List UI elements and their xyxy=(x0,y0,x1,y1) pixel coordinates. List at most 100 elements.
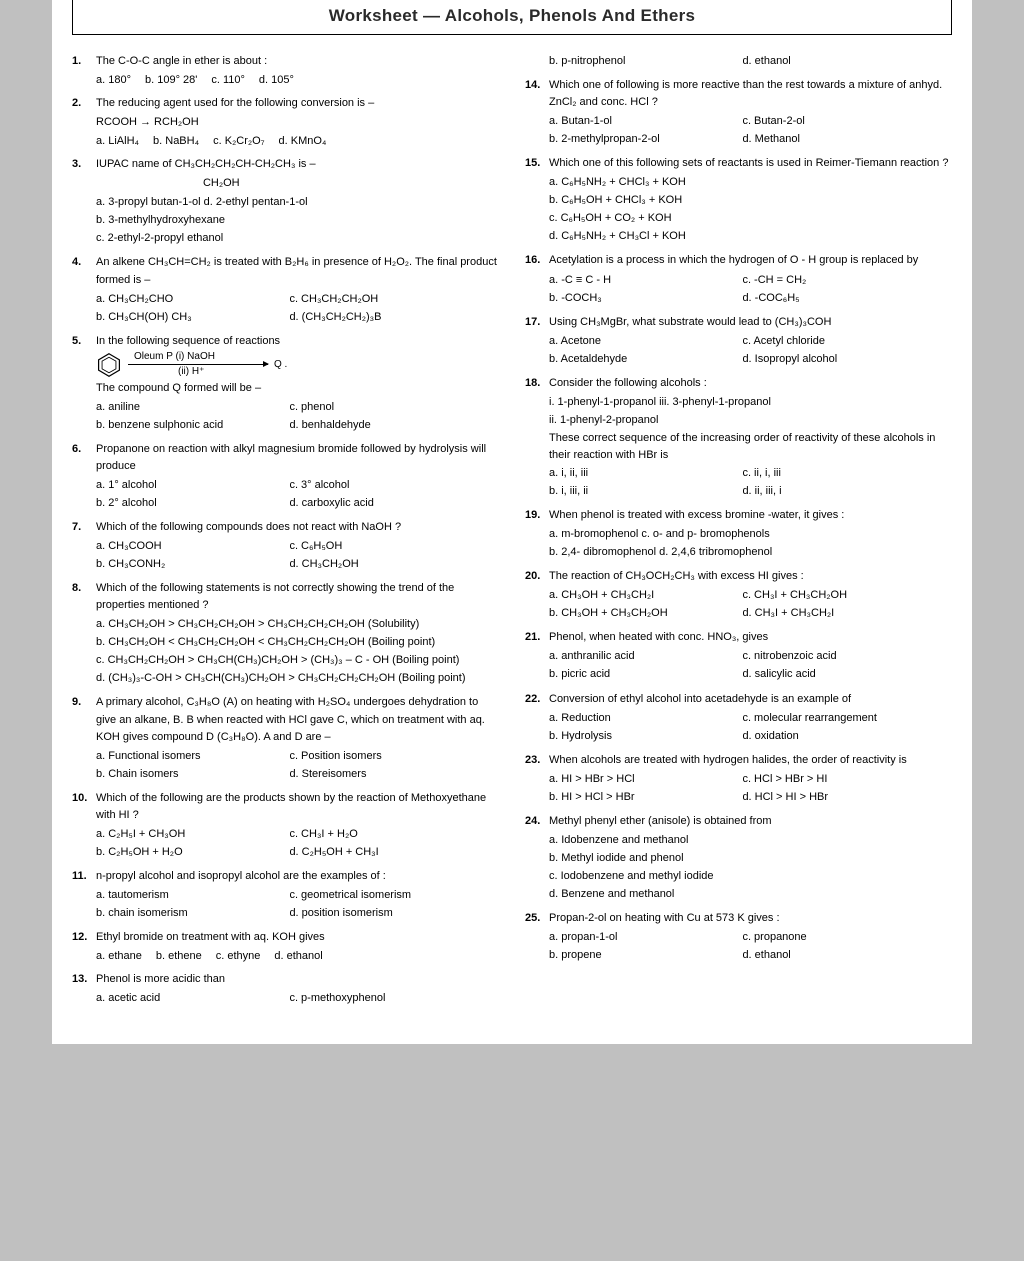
option: b. HI > HCl > HBr xyxy=(549,789,742,806)
option-row: b. chain isomerismd. position isomerism xyxy=(96,905,499,923)
option: a. CH₃CH₂OH > CH₃CH₂CH₂OH > CH₃CH₂CH₂CH₂… xyxy=(96,616,499,633)
question-body: The C-O-C angle in ether is about :a. 18… xyxy=(96,53,499,89)
right-column: b. p-nitrophenold. ethanol14.Which one o… xyxy=(525,53,952,1014)
question-stem: A primary alcohol, C₃H₈O (A) on heating … xyxy=(96,694,499,745)
option: d. oxidation xyxy=(742,728,935,745)
question-number: 10. xyxy=(72,790,96,862)
arrow-top-label: Oleum P (i) NaOH xyxy=(134,351,215,362)
option: d. 105° xyxy=(259,72,294,89)
question-stem: Which one of following is more reactive … xyxy=(549,77,952,111)
title-container: Worksheet — Alcohols, Phenols And Ethers xyxy=(72,0,952,35)
question: 1.The C-O-C angle in ether is about :a. … xyxy=(72,53,499,89)
option: c. nitrobenzoic acid xyxy=(742,648,935,665)
question: b. p-nitrophenold. ethanol xyxy=(525,53,952,71)
option: c. ethyne xyxy=(216,948,261,965)
question-body: Which of the following compounds does no… xyxy=(96,519,499,574)
question-number: 16. xyxy=(525,252,549,307)
option: a. Acetone xyxy=(549,333,742,350)
option: c. C₆H₅OH xyxy=(289,538,482,555)
question-stem: In the following sequence of reactions xyxy=(96,333,499,350)
columns: 1.The C-O-C angle in ether is about :a. … xyxy=(72,53,952,1014)
option: c. C₆H₅OH + CO₂ + KOH xyxy=(549,210,952,227)
option-row: a. Reductionc. molecular rearrangement xyxy=(549,710,952,728)
option: b. i, iii, ii xyxy=(549,483,742,500)
question-stem: IUPAC name of CH₃CH₂CH₂CH-CH₂CH₃ is – xyxy=(96,156,499,173)
option: a. acetic acid xyxy=(96,990,289,1007)
option-row: a. 180°b. 109° 28'c. 110°d. 105° xyxy=(96,72,499,89)
question-number: 21. xyxy=(525,629,549,684)
question: 6.Propanone on reaction with alkyl magne… xyxy=(72,441,499,513)
option: d. HCl > HI > HBr xyxy=(742,789,935,806)
option: a. LiAlH₄ xyxy=(96,133,139,150)
question-body: Which one of this following sets of reac… xyxy=(549,155,952,246)
option: d. Stereisomers xyxy=(289,766,482,783)
option: b. benzene sulphonic acid xyxy=(96,417,289,434)
question-number: 6. xyxy=(72,441,96,513)
question-number: 20. xyxy=(525,568,549,623)
question-number: 24. xyxy=(525,813,549,904)
option: a. 1° alcohol xyxy=(96,477,289,494)
option: d. CH₃I + CH₃CH₂I xyxy=(742,605,935,622)
option: c. Acetyl chloride xyxy=(742,333,935,350)
question-body: Phenol is more acidic thana. acetic acid… xyxy=(96,971,499,1008)
arrow-box: Oleum P (i) NaOH(ii) H⁺ xyxy=(128,363,268,366)
question: 3.IUPAC name of CH₃CH₂CH₂CH-CH₂CH₃ is – … xyxy=(72,156,499,248)
option-row: b. i, iii, iid. ii, iii, i xyxy=(549,483,952,501)
question: 19.When phenol is treated with excess br… xyxy=(525,507,952,562)
question-body: When phenol is treated with excess bromi… xyxy=(549,507,952,562)
question: 12.Ethyl bromide on treatment with aq. K… xyxy=(72,929,499,965)
option: b. chain isomerism xyxy=(96,905,289,922)
question-body: Consider the following alcohols :i. 1-ph… xyxy=(549,375,952,501)
option-row: a. Functional isomersc. Position isomers xyxy=(96,748,499,766)
question: 11.n-propyl alcohol and isopropyl alcoho… xyxy=(72,868,499,923)
option-row: a. propan-1-olc. propanone xyxy=(549,929,952,947)
option: c. CH₃CH₂CH₂OH xyxy=(289,291,482,308)
question: 25.Propan-2-ol on heating with Cu at 573… xyxy=(525,910,952,965)
question-extra: CH₂OH xyxy=(96,175,499,192)
option-row: a. Butan-1-olc. Butan-2-ol xyxy=(549,113,952,131)
question: 17.Using CH₃MgBr, what substrate would l… xyxy=(525,314,952,369)
question: 16.Acetylation is a process in which the… xyxy=(525,252,952,307)
option-row: b. CH₃OH + CH₃CH₂OHd. CH₃I + CH₃CH₂I xyxy=(549,605,952,623)
option: b. CH₃OH + CH₃CH₂OH xyxy=(549,605,742,622)
question-stem: The reducing agent used for the followin… xyxy=(96,95,499,112)
question-number: 5. xyxy=(72,333,96,435)
question-stem: Consider the following alcohols : xyxy=(549,375,952,392)
reaction-scheme: Oleum P (i) NaOH(ii) H⁺Q . xyxy=(96,352,499,378)
option: c. Butan-2-ol xyxy=(742,113,935,130)
option-row: b. Hydrolysisd. oxidation xyxy=(549,728,952,746)
question-body: Propan-2-ol on heating with Cu at 573 K … xyxy=(549,910,952,965)
question-number: 25. xyxy=(525,910,549,965)
option: b. 2,4- dibromophenol d. 2,4,6 tribromop… xyxy=(549,544,952,561)
option: c. phenol xyxy=(289,399,482,416)
question-stem: Conversion of ethyl alcohol into acetade… xyxy=(549,691,952,708)
option: c. Iodobenzene and methyl iodide xyxy=(549,868,952,885)
option: a. CH₃COOH xyxy=(96,538,289,555)
question: 10.Which of the following are the produc… xyxy=(72,790,499,862)
option: d. position isomerism xyxy=(289,905,482,922)
option: c. geometrical isomerism xyxy=(289,887,482,904)
question: 18.Consider the following alcohols :i. 1… xyxy=(525,375,952,501)
option-row: a. tautomerismc. geometrical isomerism xyxy=(96,887,499,905)
arrow-icon xyxy=(128,364,268,365)
option: a. HI > HBr > HCl xyxy=(549,771,742,788)
question-number: 8. xyxy=(72,580,96,688)
option-row: a. LiAlH₄b. NaBH₄c. K₂Cr₂O₇d. KMnO₄ xyxy=(96,133,499,150)
question-number: 19. xyxy=(525,507,549,562)
arrow-bottom-label: (ii) H⁺ xyxy=(178,366,204,377)
question-stem: Methyl phenyl ether (anisole) is obtaine… xyxy=(549,813,952,830)
option: c. ii, i, iii xyxy=(742,465,935,482)
question-number: 12. xyxy=(72,929,96,965)
option-row: a. CH₃OH + CH₃CH₂Ic. CH₃I + CH₃CH₂OH xyxy=(549,587,952,605)
option-row: a. anilinec. phenol xyxy=(96,399,499,417)
option-row: b. picric acidd. salicylic acid xyxy=(549,666,952,684)
option: a. Functional isomers xyxy=(96,748,289,765)
option-row: a. C₂H₅I + CH₃OHc. CH₃I + H₂O xyxy=(96,826,499,844)
option: a. Reduction xyxy=(549,710,742,727)
option: a. -C ≡ C - H xyxy=(549,272,742,289)
option: d. benhaldehyde xyxy=(289,417,482,434)
option: b. NaBH₄ xyxy=(153,133,199,150)
option: d. ethanol xyxy=(742,53,935,70)
option-row: b. propened. ethanol xyxy=(549,947,952,965)
option: c. Position isomers xyxy=(289,748,482,765)
